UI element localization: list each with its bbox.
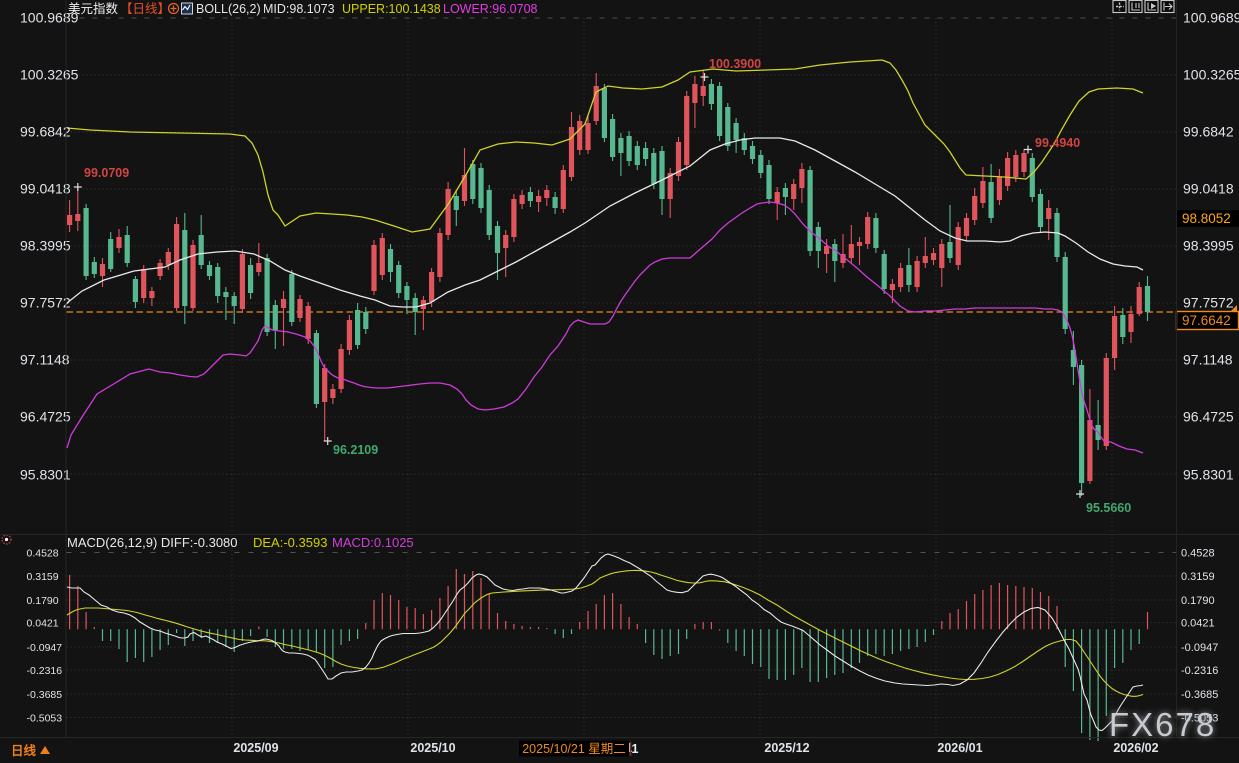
svg-text:0.0421: 0.0421 <box>27 617 59 629</box>
svg-text:【日线】: 【日线】 <box>120 2 170 16</box>
svg-text:96.2109: 96.2109 <box>333 443 378 457</box>
svg-text:98.3995: 98.3995 <box>20 238 71 254</box>
svg-text:2026/02: 2026/02 <box>1113 741 1158 755</box>
svg-text:96.4725: 96.4725 <box>20 409 71 425</box>
svg-text:99.0418: 99.0418 <box>20 181 71 197</box>
svg-text:-0.0947: -0.0947 <box>27 642 63 654</box>
svg-text:UPPER:100.1438: UPPER:100.1438 <box>342 2 441 16</box>
svg-text:-0.2316: -0.2316 <box>1181 665 1218 677</box>
svg-text:99.0709: 99.0709 <box>84 166 129 180</box>
svg-text:100.9689: 100.9689 <box>1183 10 1239 26</box>
svg-text:95.5660: 95.5660 <box>1086 501 1131 515</box>
svg-text:-0.5053: -0.5053 <box>1181 712 1218 724</box>
svg-text:97.1148: 97.1148 <box>20 352 70 368</box>
svg-text:100.3900: 100.3900 <box>709 57 761 71</box>
svg-text:0.1790: 0.1790 <box>1181 595 1215 607</box>
svg-text:99.4940: 99.4940 <box>1035 136 1080 150</box>
svg-text:97.6642: 97.6642 <box>1182 313 1231 328</box>
svg-text:-0.2316: -0.2316 <box>27 665 63 677</box>
svg-text:2025/09: 2025/09 <box>233 741 278 755</box>
svg-text:1: 1 <box>632 742 639 756</box>
svg-text:98.8052: 98.8052 <box>1182 211 1231 226</box>
svg-text:FX678: FX678 <box>1109 706 1216 743</box>
svg-text:MACD(26,12,9) DIFF:-0.3080: MACD(26,12,9) DIFF:-0.3080 <box>67 535 238 550</box>
svg-text:美元指数: 美元指数 <box>68 1 119 16</box>
svg-text:2025/10/21 星期二: 2025/10/21 星期二 <box>522 742 626 756</box>
svg-text:2025/12: 2025/12 <box>764 741 809 755</box>
svg-text:0.0421: 0.0421 <box>1181 617 1215 629</box>
svg-text:95.8301: 95.8301 <box>1183 467 1234 483</box>
svg-text:-0.5053: -0.5053 <box>27 712 63 724</box>
svg-text:98.3995: 98.3995 <box>1183 238 1234 254</box>
svg-text:97.7572: 97.7572 <box>20 295 71 311</box>
svg-text:100.9689: 100.9689 <box>20 10 79 26</box>
svg-text:MID:98.1073: MID:98.1073 <box>263 2 335 16</box>
svg-text:0.3159: 0.3159 <box>1181 571 1215 583</box>
svg-text:97.1148: 97.1148 <box>1183 352 1233 368</box>
svg-text:99.6842: 99.6842 <box>1183 124 1234 140</box>
svg-text:2025/10: 2025/10 <box>410 741 455 755</box>
svg-text:BOLL(26,2): BOLL(26,2) <box>196 2 261 16</box>
svg-text:100.3265: 100.3265 <box>20 67 79 83</box>
svg-text:100.3265: 100.3265 <box>1183 67 1239 83</box>
svg-text:-0.3685: -0.3685 <box>1181 689 1218 701</box>
svg-text:99.6842: 99.6842 <box>20 124 71 140</box>
svg-text:-0.0947: -0.0947 <box>1181 642 1218 654</box>
svg-text:97.7572: 97.7572 <box>1183 295 1234 311</box>
svg-text:2026/01: 2026/01 <box>937 741 982 755</box>
svg-text:0.4528: 0.4528 <box>27 547 59 559</box>
svg-text:LOWER:96.0708: LOWER:96.0708 <box>443 2 538 16</box>
svg-text:95.8301: 95.8301 <box>20 467 71 483</box>
svg-text:日线: 日线 <box>11 743 37 758</box>
svg-text:0.1790: 0.1790 <box>27 595 59 607</box>
svg-text:0.4528: 0.4528 <box>1181 547 1215 559</box>
svg-text:-0.3685: -0.3685 <box>27 689 63 701</box>
svg-text:96.4725: 96.4725 <box>1183 409 1234 425</box>
svg-text:99.0418: 99.0418 <box>1183 181 1234 197</box>
svg-text:0.3159: 0.3159 <box>27 571 59 583</box>
svg-text:MACD:0.1025: MACD:0.1025 <box>332 535 414 550</box>
svg-text:DEA:-0.3593: DEA:-0.3593 <box>253 535 327 550</box>
